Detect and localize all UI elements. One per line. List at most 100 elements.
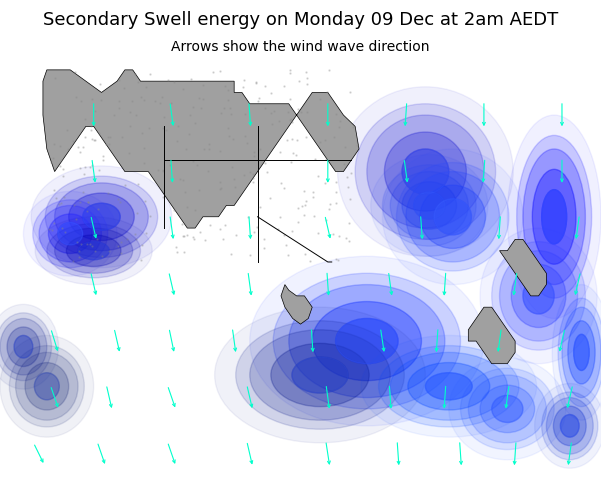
- Ellipse shape: [367, 115, 484, 228]
- Ellipse shape: [0, 319, 47, 375]
- Point: [178, 85, 188, 93]
- Ellipse shape: [574, 334, 590, 370]
- Ellipse shape: [499, 251, 578, 341]
- Point: [260, 159, 269, 167]
- Point: [275, 117, 284, 125]
- Ellipse shape: [39, 205, 102, 262]
- Ellipse shape: [10, 346, 84, 427]
- Point: [50, 74, 59, 82]
- Point: [326, 200, 335, 208]
- Ellipse shape: [236, 321, 404, 429]
- Point: [105, 247, 114, 255]
- Point: [243, 213, 252, 221]
- Point: [68, 137, 78, 145]
- Ellipse shape: [468, 375, 546, 443]
- Point: [206, 221, 215, 229]
- Point: [224, 132, 234, 140]
- Point: [324, 66, 334, 74]
- Point: [262, 168, 272, 176]
- Point: [267, 120, 277, 128]
- Ellipse shape: [460, 368, 554, 449]
- Point: [255, 203, 265, 210]
- Point: [183, 231, 192, 239]
- Point: [86, 240, 96, 247]
- Point: [224, 124, 233, 132]
- Point: [62, 126, 72, 134]
- Point: [200, 236, 210, 244]
- Point: [136, 256, 146, 264]
- Point: [227, 110, 236, 118]
- Point: [215, 178, 224, 185]
- Point: [341, 234, 351, 242]
- Ellipse shape: [31, 166, 172, 267]
- Point: [334, 256, 343, 264]
- Point: [158, 166, 168, 174]
- Point: [97, 96, 106, 103]
- Ellipse shape: [271, 344, 369, 407]
- Ellipse shape: [34, 373, 59, 400]
- Point: [138, 241, 147, 248]
- Point: [221, 221, 230, 229]
- Point: [228, 163, 237, 171]
- Point: [216, 109, 226, 117]
- Point: [76, 241, 85, 248]
- Ellipse shape: [0, 335, 94, 437]
- Point: [239, 171, 248, 179]
- Text: Arrows show the wind wave direction: Arrows show the wind wave direction: [171, 40, 430, 54]
- Point: [240, 132, 250, 140]
- Point: [302, 108, 311, 116]
- Point: [204, 141, 214, 148]
- Point: [188, 157, 198, 165]
- Ellipse shape: [413, 192, 445, 219]
- Ellipse shape: [47, 224, 141, 278]
- Point: [340, 142, 350, 150]
- Ellipse shape: [55, 183, 148, 251]
- Ellipse shape: [0, 313, 52, 381]
- Point: [169, 78, 178, 86]
- Point: [302, 74, 311, 81]
- Ellipse shape: [408, 363, 490, 410]
- Point: [255, 94, 264, 102]
- Ellipse shape: [562, 307, 601, 398]
- Ellipse shape: [523, 278, 554, 314]
- Point: [82, 240, 92, 247]
- Point: [260, 235, 269, 243]
- Ellipse shape: [335, 319, 398, 364]
- Point: [113, 242, 123, 250]
- Text: Secondary Swell energy on Monday 09 Dec at 2am AEDT: Secondary Swell energy on Monday 09 Dec …: [43, 12, 558, 29]
- Point: [157, 93, 167, 101]
- Point: [293, 136, 302, 144]
- Point: [219, 236, 228, 244]
- Ellipse shape: [312, 302, 421, 381]
- Point: [159, 193, 168, 201]
- Ellipse shape: [273, 273, 460, 409]
- Ellipse shape: [379, 346, 519, 427]
- Point: [98, 153, 108, 161]
- Point: [56, 162, 66, 170]
- Ellipse shape: [554, 406, 586, 446]
- Point: [79, 170, 88, 178]
- Point: [215, 147, 225, 155]
- Point: [252, 223, 261, 231]
- Point: [113, 195, 123, 203]
- Point: [208, 68, 218, 76]
- Point: [215, 185, 225, 193]
- Ellipse shape: [34, 373, 59, 400]
- Point: [105, 133, 115, 141]
- Ellipse shape: [33, 200, 108, 267]
- Ellipse shape: [397, 163, 509, 271]
- Ellipse shape: [49, 214, 92, 253]
- Ellipse shape: [78, 242, 109, 260]
- Ellipse shape: [560, 414, 579, 437]
- Point: [90, 107, 100, 115]
- Point: [198, 81, 208, 89]
- Point: [301, 133, 311, 141]
- Point: [93, 235, 102, 243]
- Ellipse shape: [250, 330, 390, 420]
- Ellipse shape: [517, 135, 591, 298]
- Point: [130, 70, 139, 78]
- Point: [158, 123, 168, 131]
- Point: [225, 104, 235, 112]
- Point: [172, 248, 182, 256]
- Ellipse shape: [250, 256, 484, 426]
